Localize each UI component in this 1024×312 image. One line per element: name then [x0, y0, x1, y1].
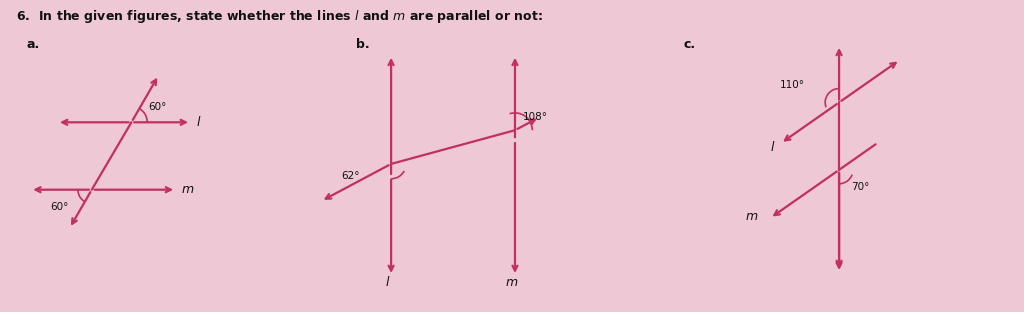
Text: $l$: $l$	[196, 115, 202, 129]
Text: 108°: 108°	[523, 112, 548, 122]
Text: $l$: $l$	[770, 140, 775, 154]
Text: 110°: 110°	[779, 80, 805, 90]
Text: c.: c.	[683, 38, 695, 51]
Text: a.: a.	[27, 38, 40, 51]
Text: 60°: 60°	[148, 102, 167, 112]
Text: $m$: $m$	[744, 210, 758, 223]
Text: 6.  In the given figures, state whether the lines $l$ and $m$ are parallel or no: 6. In the given figures, state whether t…	[16, 8, 544, 25]
Text: 60°: 60°	[50, 202, 69, 212]
Text: $l$: $l$	[385, 275, 391, 289]
Text: 70°: 70°	[851, 182, 869, 192]
Text: b.: b.	[356, 38, 370, 51]
Text: $m$: $m$	[505, 276, 519, 289]
Text: 62°: 62°	[342, 171, 360, 181]
Text: $m$: $m$	[181, 183, 195, 196]
